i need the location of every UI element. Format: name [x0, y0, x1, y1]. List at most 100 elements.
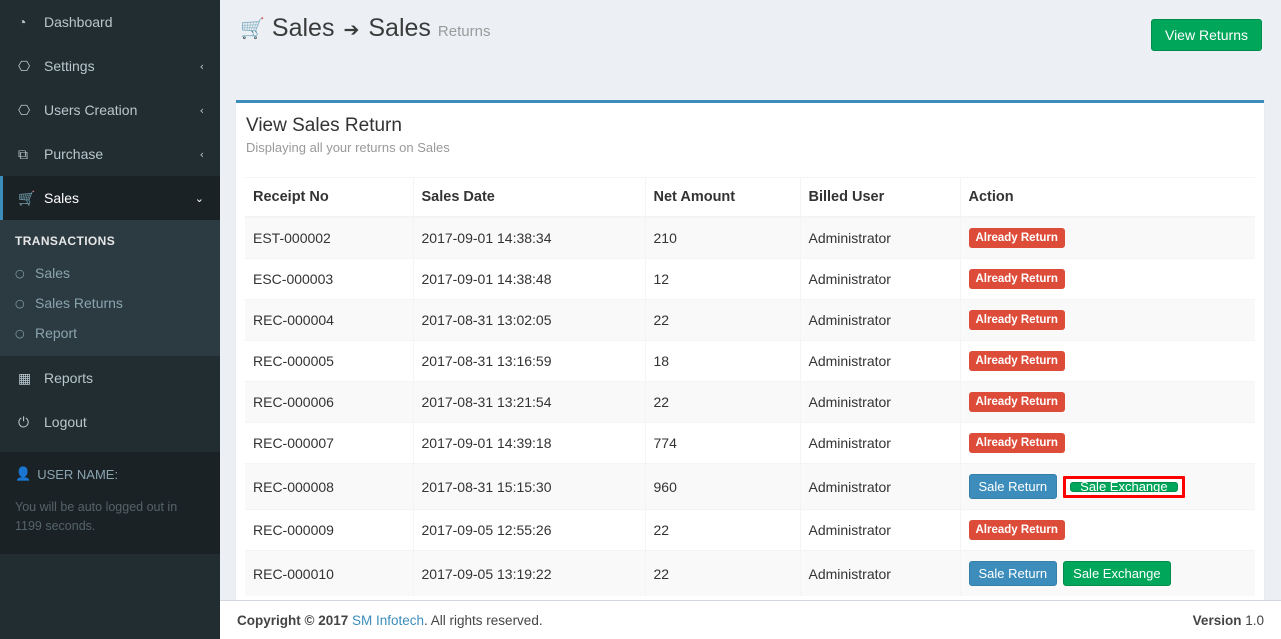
- already-return-badge[interactable]: Already Return: [968, 310, 1065, 330]
- cell-receipt-no: REC-000009: [245, 509, 414, 551]
- sidebar-item-users-creation[interactable]: ⎔ Users Creation ‹: [0, 88, 220, 132]
- table-row: REC-000006 2017-08-31 13:21:54 22 Administr…: [245, 381, 1255, 423]
- sidebar: ◔ Dashboard ⎔ Settings ‹ ⎔ Users Creation ‹ ⧉ Pur…: [0, 0, 220, 639]
- already-return-badge[interactable]: Already Return: [968, 351, 1065, 371]
- chevron-down-icon: ⌄: [194, 191, 204, 205]
- already-return-badge[interactable]: Already Return: [968, 228, 1065, 248]
- sidebar-item-dashboard[interactable]: ◔ Dashboard: [0, 0, 220, 44]
- column-header-receipt-no[interactable]: Receipt No: [245, 177, 414, 218]
- action-button-group: Already Return: [968, 520, 1065, 540]
- sidebar-item-label: Purchase: [44, 146, 104, 162]
- cell-sales-date: 2017-09-01 14:38:34: [413, 216, 646, 259]
- already-return-badge[interactable]: Already Return: [968, 520, 1065, 540]
- sales-return-panel: View Sales Return Displaying all your re…: [236, 100, 1264, 614]
- version-value: 1.0: [1245, 612, 1264, 628]
- sale-return-button[interactable]: Sale Return: [968, 474, 1058, 499]
- sale-exchange-button[interactable]: Sale Exchange: [1063, 561, 1171, 586]
- column-header-action[interactable]: Action: [960, 177, 1255, 218]
- cell-receipt-no: REC-000010: [245, 550, 414, 596]
- dashboard-icon: ◔: [18, 14, 27, 30]
- table-icon: ▦: [18, 369, 32, 386]
- cell-billed-user: Administrator: [800, 381, 961, 423]
- sidebar-item-purchase[interactable]: ⧉ Purchase ‹: [0, 132, 220, 176]
- brand-link[interactable]: SM Infotech: [351, 612, 425, 628]
- circle-bullet-icon: ○: [15, 296, 25, 310]
- sidebar-item-reports[interactable]: ▦ Reports: [0, 356, 220, 400]
- action-button-group: Sale Return Sale Exchange: [968, 561, 1171, 586]
- sidebar-item-sales[interactable]: 🛒 Sales ⌄: [0, 176, 220, 220]
- user-name-label: USER NAME:: [37, 466, 119, 482]
- laptop-icon: ⎔: [18, 57, 31, 74]
- content-header: 🛒 Sales ➔ Sales Returns View Returns: [220, 0, 1281, 82]
- sidebar-item-label: Dashboard: [44, 14, 113, 30]
- submenu-header: TRANSACTIONS: [15, 234, 116, 248]
- column-header-billed-user[interactable]: Billed User: [800, 177, 961, 218]
- copyright-prefix: Copyright © 2017: [237, 612, 352, 628]
- column-header-net-amount[interactable]: Net Amount: [645, 177, 801, 218]
- action-button-group: Already Return: [968, 228, 1065, 248]
- sale-return-button[interactable]: Sale Return: [968, 561, 1058, 586]
- cell-billed-user: Administrator: [800, 509, 961, 551]
- submenu-item-sales-returns[interactable]: ○ Sales Returns: [0, 288, 220, 318]
- circle-bullet-icon: ○: [15, 326, 25, 340]
- cell-billed-user: Administrator: [800, 463, 961, 510]
- auto-logout-message: You will be auto logged out in 1199 seco…: [15, 500, 178, 533]
- cell-receipt-no: REC-000008: [245, 463, 414, 510]
- cell-net-amount: 22: [645, 550, 801, 596]
- cell-billed-user: Administrator: [800, 299, 961, 341]
- panel-header: View Sales Return Displaying all your re…: [236, 103, 1264, 163]
- version-info: Version 1.0: [1193, 613, 1264, 628]
- cell-receipt-no: REC-000005: [245, 340, 414, 382]
- cell-billed-user: Administrator: [800, 422, 961, 464]
- cell-sales-date: 2017-09-05 12:55:26: [413, 509, 646, 551]
- cell-billed-user: Administrator: [800, 216, 961, 259]
- sale-exchange-button[interactable]: Sale Exchange: [1070, 480, 1178, 493]
- cell-billed-user: Administrator: [800, 340, 961, 382]
- cell-net-amount: 22: [645, 509, 801, 551]
- cell-net-amount: 774: [645, 422, 801, 464]
- highlight-annotation: Sale Exchange: [1063, 475, 1185, 498]
- chevron-left-icon: ‹: [199, 103, 204, 117]
- already-return-badge[interactable]: Already Return: [968, 392, 1065, 412]
- cart-icon: 🛒: [18, 189, 36, 206]
- sidebar-item-label: Settings: [44, 58, 95, 74]
- cell-net-amount: 18: [645, 340, 801, 382]
- copyright-suffix: . All rights reserved.: [424, 612, 543, 628]
- cell-net-amount: 210: [645, 216, 801, 259]
- action-button-group: Already Return: [968, 392, 1065, 412]
- already-return-badge[interactable]: Already Return: [968, 433, 1065, 453]
- table-body: EST-000002 2017-09-01 14:38:34 210 Administ…: [245, 216, 1255, 596]
- cell-sales-date: 2017-08-31 13:16:59: [413, 340, 646, 382]
- clone-icon: ⧉: [18, 145, 28, 162]
- cell-net-amount: 12: [645, 258, 801, 300]
- sidebar-submenu: TRANSACTIONS ○ Sales ○ Sales Returns ○ Report: [0, 220, 220, 356]
- sidebar-item-label: Logout: [44, 414, 87, 430]
- cell-action: Sale Return Sale Exchange: [960, 550, 1255, 596]
- cell-sales-date: 2017-09-01 14:38:48: [413, 258, 646, 300]
- cell-billed-user: Administrator: [800, 258, 961, 300]
- table-row: ESC-000003 2017-09-01 14:38:48 12 Administr…: [245, 258, 1255, 300]
- table-head: Receipt No Sales Date Net Amount Billed …: [245, 177, 1255, 218]
- view-returns-button[interactable]: View Returns: [1150, 19, 1262, 51]
- submenu-item-sales[interactable]: ○ Sales: [0, 258, 220, 288]
- sidebar-item-settings[interactable]: ⎔ Settings ‹: [0, 44, 220, 88]
- chevron-left-icon: ‹: [199, 59, 204, 73]
- submenu-item-label: Sales Returns: [35, 295, 123, 311]
- column-header-sales-date[interactable]: Sales Date: [413, 177, 646, 218]
- sidebar-item-logout[interactable]: ⏻ Logout: [0, 400, 220, 444]
- version-label: Version: [1192, 612, 1242, 628]
- cell-action: Already Return: [960, 216, 1255, 259]
- cell-action: Already Return: [960, 340, 1255, 382]
- action-button-group: Already Return: [968, 310, 1065, 330]
- cell-action: Already Return: [960, 381, 1255, 423]
- sidebar-main-nav: ◔ Dashboard ⎔ Settings ‹ ⎔ Users Creation ‹ ⧉ Pur…: [0, 0, 220, 220]
- chevron-left-icon: ‹: [199, 147, 204, 161]
- page-footer: Copyright © 2017 SM Infotech. All rights…: [220, 600, 1281, 639]
- cell-net-amount: 22: [645, 299, 801, 341]
- table-row: REC-000010 2017-09-05 13:19:22 22 Administr…: [245, 550, 1255, 596]
- already-return-badge[interactable]: Already Return: [968, 269, 1065, 289]
- action-button-group: Already Return: [968, 351, 1065, 371]
- submenu-items: ○ Sales ○ Sales Returns ○ Report: [0, 258, 220, 348]
- submenu-item-label: Sales: [35, 265, 71, 281]
- submenu-item-report[interactable]: ○ Report: [0, 318, 220, 348]
